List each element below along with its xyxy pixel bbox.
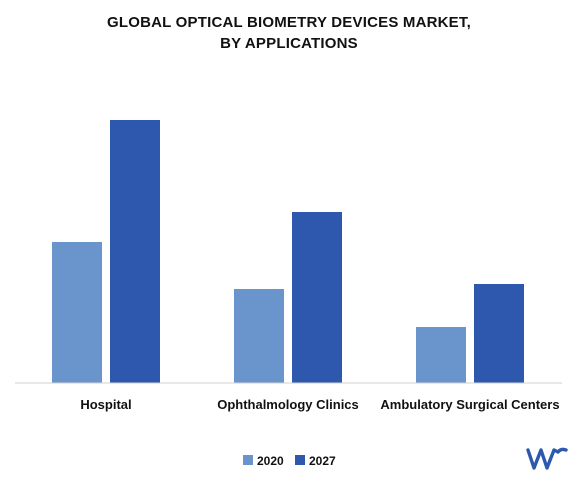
bar-2027-hospital [110,120,160,383]
mrfr-logo-icon [526,447,568,470]
bar-2027-ambulatory-surgical-centers [474,284,524,383]
x-tick-label: Ambulatory Surgical Centers [380,397,559,412]
chart-title-line-2: BY APPLICATIONS [220,35,358,52]
x-tick-label: Hospital [80,397,131,412]
legend-label-2027: 2027 [309,454,336,468]
legend: 2020 2027 [243,454,336,468]
legend-label-2020: 2020 [257,454,284,468]
legend-swatch-2020 [243,455,253,465]
chart-title-line-1: GLOBAL OPTICAL BIOMETRY DEVICES MARKET, [107,14,471,31]
bar-2020-ambulatory-surgical-centers [416,327,466,383]
bar-2020-ophthalmology-clinics [234,289,284,383]
bar-2020-hospital [52,242,102,383]
legend-swatch-2027 [295,455,305,465]
x-tick-label: Ophthalmology Clinics [217,397,359,412]
bars-group [52,120,524,383]
bar-2027-ophthalmology-clinics [292,212,342,383]
chart-title: GLOBAL OPTICAL BIOMETRY DEVICES MARKET, … [0,12,578,54]
category-ticks-group: Hospital Ophthalmology Clinics Ambulatory … [80,397,559,412]
